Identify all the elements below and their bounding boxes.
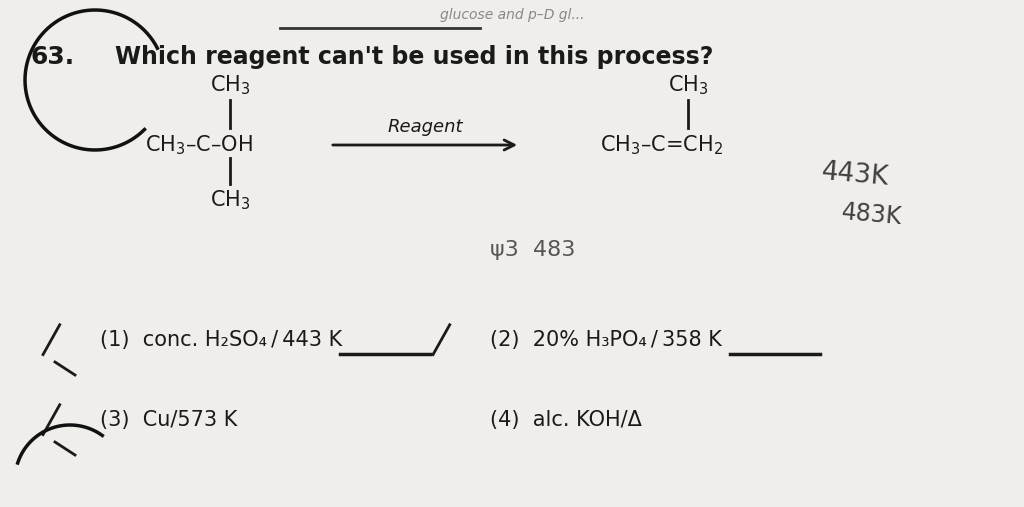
Text: (2)  20% H₃PO₄ / 358 K: (2) 20% H₃PO₄ / 358 K [490, 330, 722, 350]
Text: CH$_3$–C=CH$_2$: CH$_3$–C=CH$_2$ [600, 133, 723, 157]
Text: (4)  alc. KOH/Δ: (4) alc. KOH/Δ [490, 410, 642, 430]
Text: 63.: 63. [30, 45, 74, 69]
Text: glucose and p–D gl...: glucose and p–D gl... [439, 8, 585, 22]
Text: 443K: 443K [820, 159, 890, 191]
Text: Which reagent can't be used in this process?: Which reagent can't be used in this proc… [115, 45, 714, 69]
Text: (3)  Cu/573 K: (3) Cu/573 K [100, 410, 238, 430]
Text: ψ3  483: ψ3 483 [490, 240, 575, 260]
Text: CH$_3$: CH$_3$ [210, 73, 250, 97]
Text: CH$_3$: CH$_3$ [668, 73, 709, 97]
Text: CH$_3$–C–OH: CH$_3$–C–OH [145, 133, 253, 157]
Text: (1)  conc. H₂SO₄ / 443 K: (1) conc. H₂SO₄ / 443 K [100, 330, 342, 350]
Text: CH$_3$: CH$_3$ [210, 188, 250, 212]
Text: 483K: 483K [840, 200, 902, 230]
Text: Reagent: Reagent [387, 118, 463, 136]
